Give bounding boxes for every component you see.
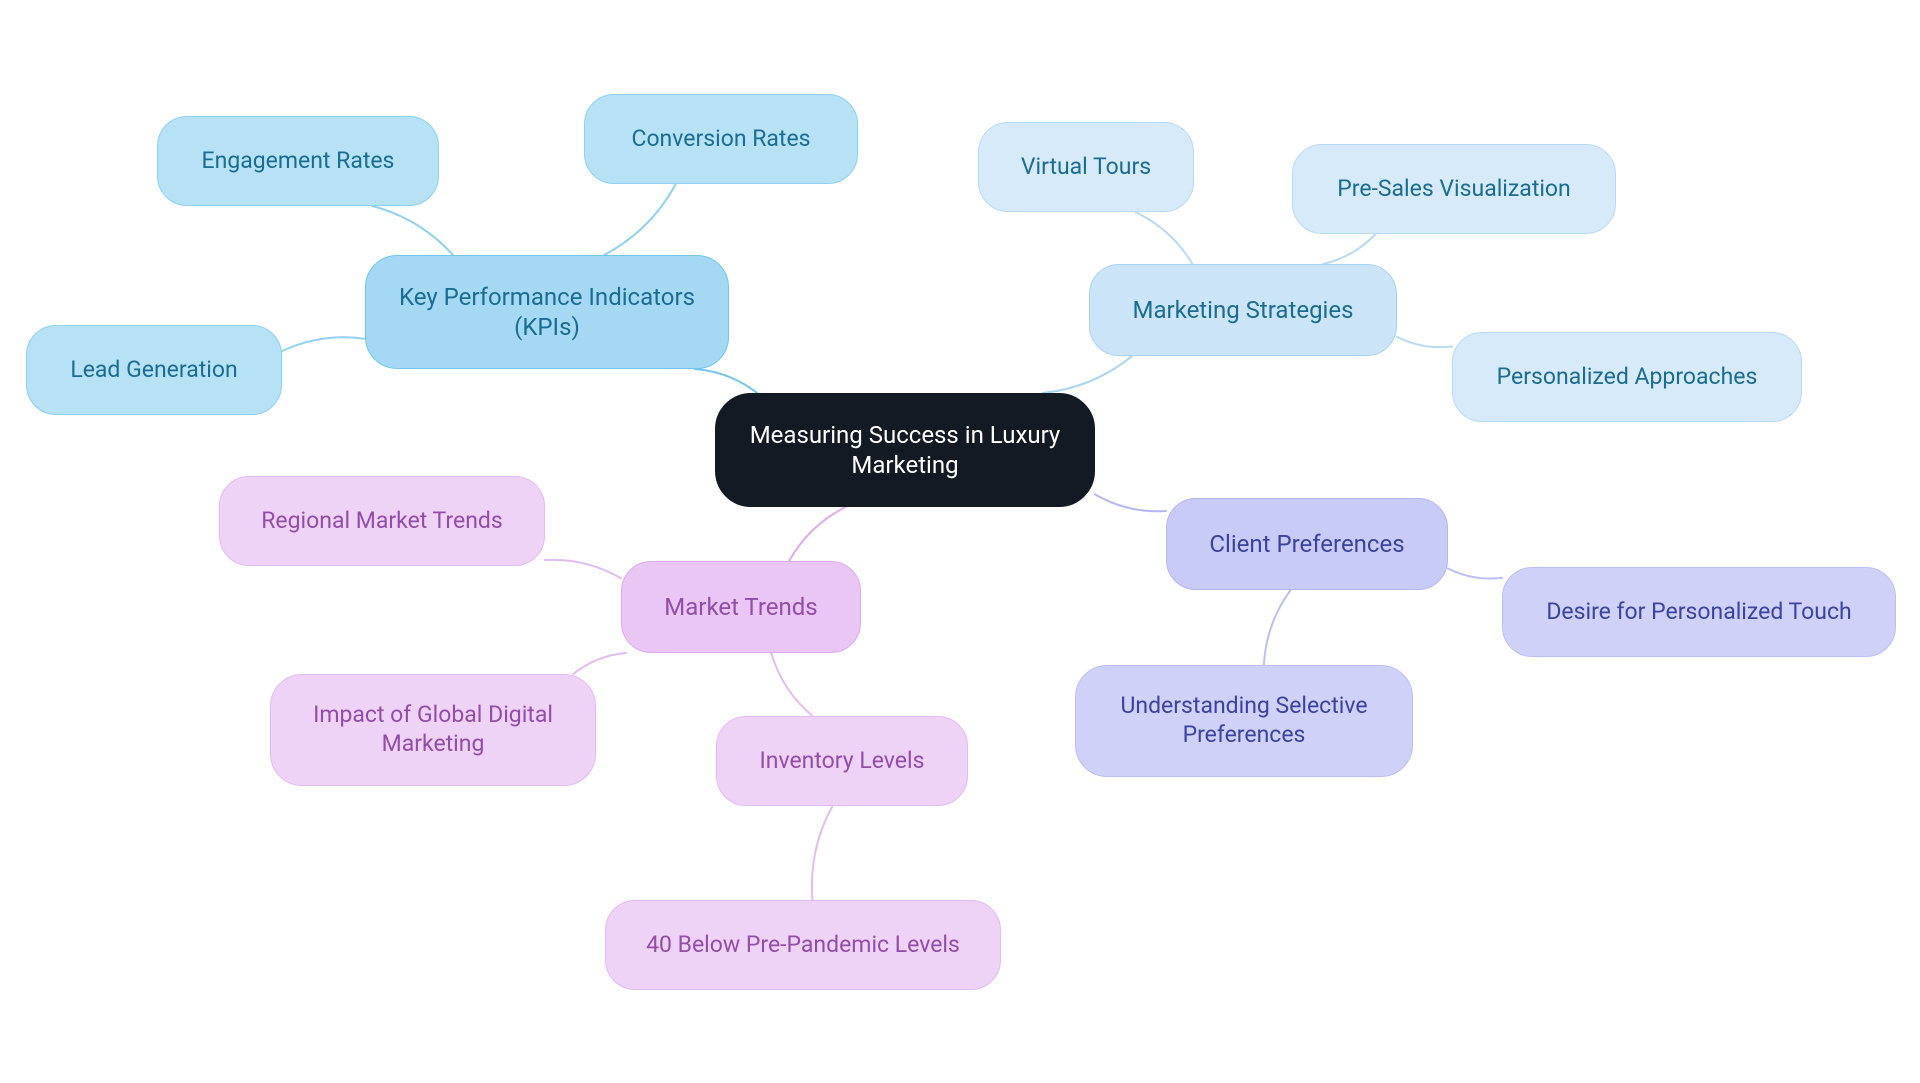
node-market-regional: Regional Market Trends [219, 476, 545, 566]
node-strat-personal: Personalized Approaches [1452, 332, 1802, 422]
node-center: Measuring Success in Luxury Marketing [715, 393, 1095, 507]
node-client-selective: Understanding Selective Preferences [1075, 665, 1413, 777]
node-market-inventory: Inventory Levels [716, 716, 968, 806]
node-client-touch: Desire for Personalized Touch [1502, 567, 1896, 657]
node-market-digital: Impact of Global Digital Marketing [270, 674, 596, 786]
node-strat-virtual: Virtual Tours [978, 122, 1194, 212]
node-client: Client Preferences [1166, 498, 1448, 590]
node-strat-presales: Pre-Sales Visualization [1292, 144, 1616, 234]
node-market: Market Trends [621, 561, 861, 653]
node-market-40: 40 Below Pre-Pandemic Levels [605, 900, 1001, 990]
node-kpi: Key Performance Indicators (KPIs) [365, 255, 729, 369]
node-kpi-conversion: Conversion Rates [584, 94, 858, 184]
mindmap-canvas: Measuring Success in Luxury Marketing Ke… [0, 0, 1920, 1083]
node-strategies: Marketing Strategies [1089, 264, 1397, 356]
node-kpi-lead: Lead Generation [26, 325, 282, 415]
node-kpi-engagement: Engagement Rates [157, 116, 439, 206]
